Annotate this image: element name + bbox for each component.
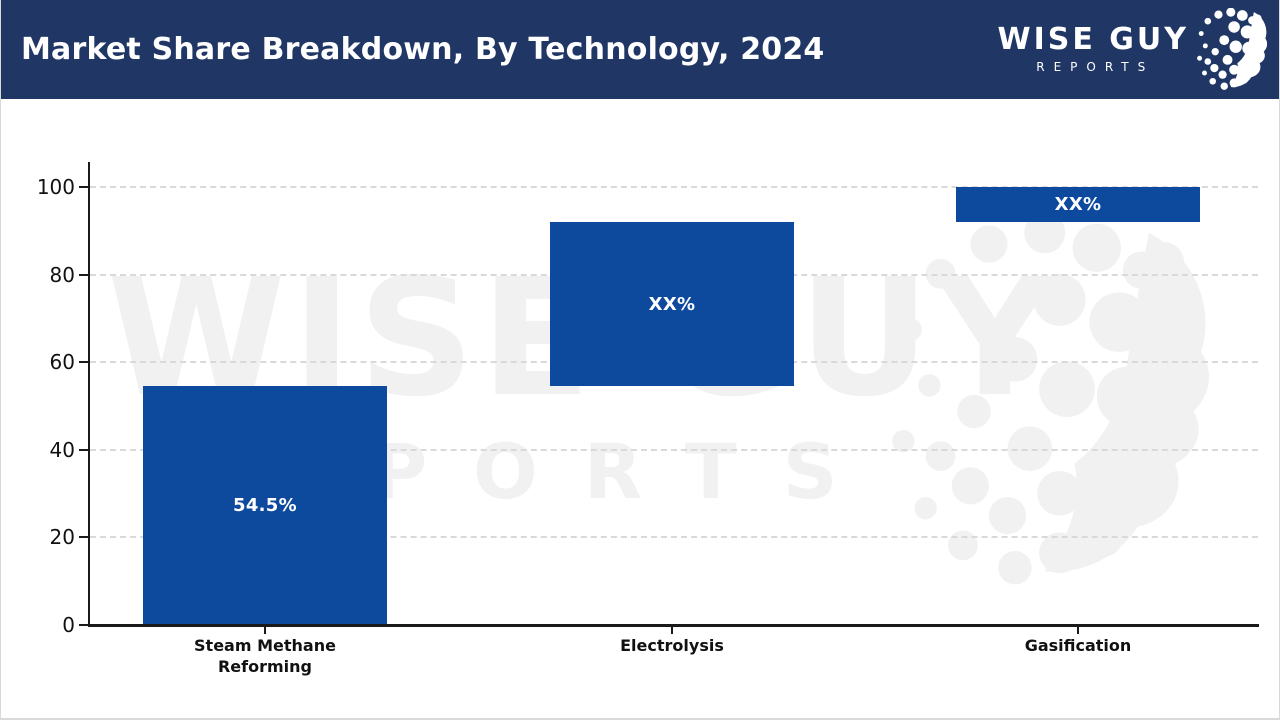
- logo-reports: REPORTS: [1036, 60, 1155, 74]
- x-category-label: Electrolysis: [620, 636, 724, 655]
- x-category-label: Gasification: [1024, 636, 1132, 655]
- y-axis-tick: [79, 448, 88, 451]
- y-tick-label: 60: [49, 350, 75, 375]
- bar-steam-methane-reforming: 54.5%: [143, 386, 387, 625]
- y-tick-label: 40: [49, 437, 75, 462]
- brand-logo: WISE GUY REPORTS: [997, 0, 1267, 99]
- bar-value-label: XX%: [1054, 194, 1102, 216]
- bar-gasification: XX%: [956, 187, 1200, 223]
- y-axis-tick: [79, 624, 88, 626]
- logo-wise-guy: WISE GUY: [997, 22, 1189, 57]
- x-axis-tick: [1077, 627, 1079, 634]
- x-axis-tick: [671, 627, 673, 634]
- y-axis-tick: [79, 186, 88, 188]
- gridline: [90, 536, 1258, 539]
- gridline: [90, 448, 1258, 451]
- y-tick-label: 100: [36, 175, 75, 199]
- x-axis-line: [88, 624, 1259, 627]
- y-axis-tick: [79, 536, 88, 539]
- logo-face-icon: [1197, 7, 1267, 90]
- bar-electrolysis: XX%: [550, 222, 794, 387]
- x-category-label: Steam Methane Reforming: [194, 636, 336, 677]
- y-axis-spine: [88, 162, 90, 626]
- bar-value-label: 54.5%: [233, 495, 297, 517]
- y-tick-label: 80: [49, 262, 75, 287]
- y-axis-tick: [79, 273, 88, 276]
- bar-value-label: XX%: [648, 293, 696, 315]
- x-axis-tick: [264, 627, 266, 634]
- y-tick-label: 0: [62, 613, 75, 637]
- brand-logo-text: WISE GUY REPORTS: [997, 22, 1189, 75]
- header: Market Share Breakdown, By Technology, 2…: [1, 0, 1279, 99]
- y-axis-tick: [79, 361, 88, 364]
- gridline: [90, 186, 1258, 188]
- y-tick-label: 20: [49, 525, 75, 550]
- page-title: Market Share Breakdown, By Technology, 2…: [21, 32, 825, 67]
- watermark-face-icon: [892, 218, 1209, 585]
